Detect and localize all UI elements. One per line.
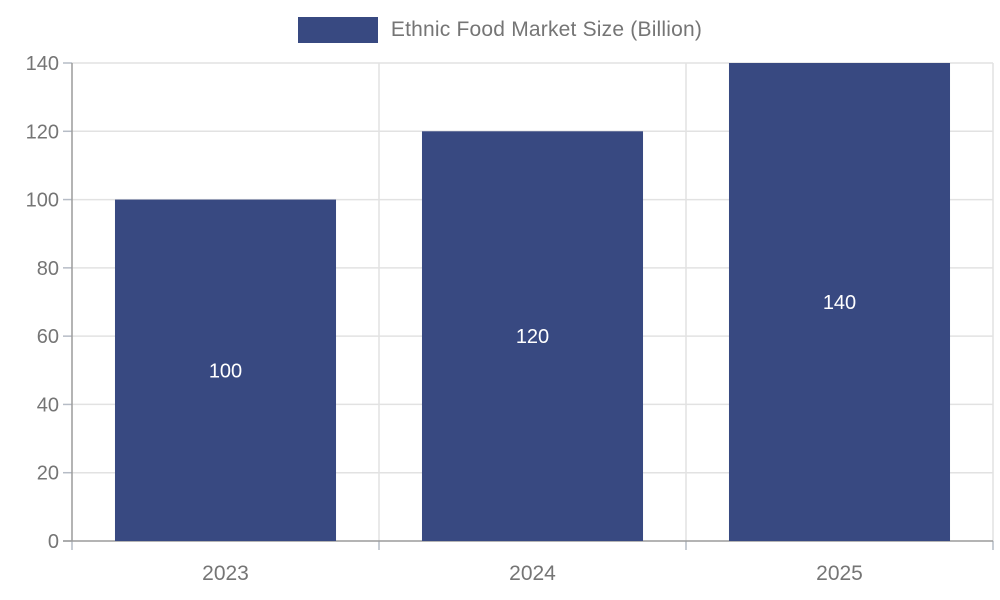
label-layer: 0 20 40 60 80 100 120 140 100 2023 120 2024 140 2025 (26, 53, 863, 585)
y-tick-label-20: 20 (37, 463, 59, 485)
bar-layer (114, 63, 951, 542)
y-tick-label-140: 140 (26, 53, 59, 75)
legend-label: Ethnic Food Market Size (Billion) (390, 18, 703, 41)
x-tick-label-2025: 2025 (816, 562, 863, 585)
x-tick-label-2023: 2023 (202, 562, 249, 585)
bar-value-label-2024: 120 (516, 326, 549, 348)
legend-swatch (297, 17, 378, 43)
bar-2025 (728, 63, 951, 541)
bar-value-label-2023: 100 (209, 360, 242, 382)
bar-2023 (114, 199, 337, 542)
y-tick-label-80: 80 (37, 258, 59, 280)
x-tick-label-2024: 2024 (509, 562, 556, 585)
y-tick-label-60: 60 (37, 326, 59, 348)
bar-2024 (421, 131, 644, 542)
y-tick-label-40: 40 (37, 394, 59, 416)
bar-value-label-2025: 140 (823, 292, 856, 314)
legend[interactable]: Ethnic Food Market Size (Billion) (0, 17, 1000, 43)
y-tick-label-120: 120 (26, 121, 59, 143)
y-tick-label-100: 100 (26, 190, 59, 212)
y-tick-label-0: 0 (48, 531, 59, 553)
